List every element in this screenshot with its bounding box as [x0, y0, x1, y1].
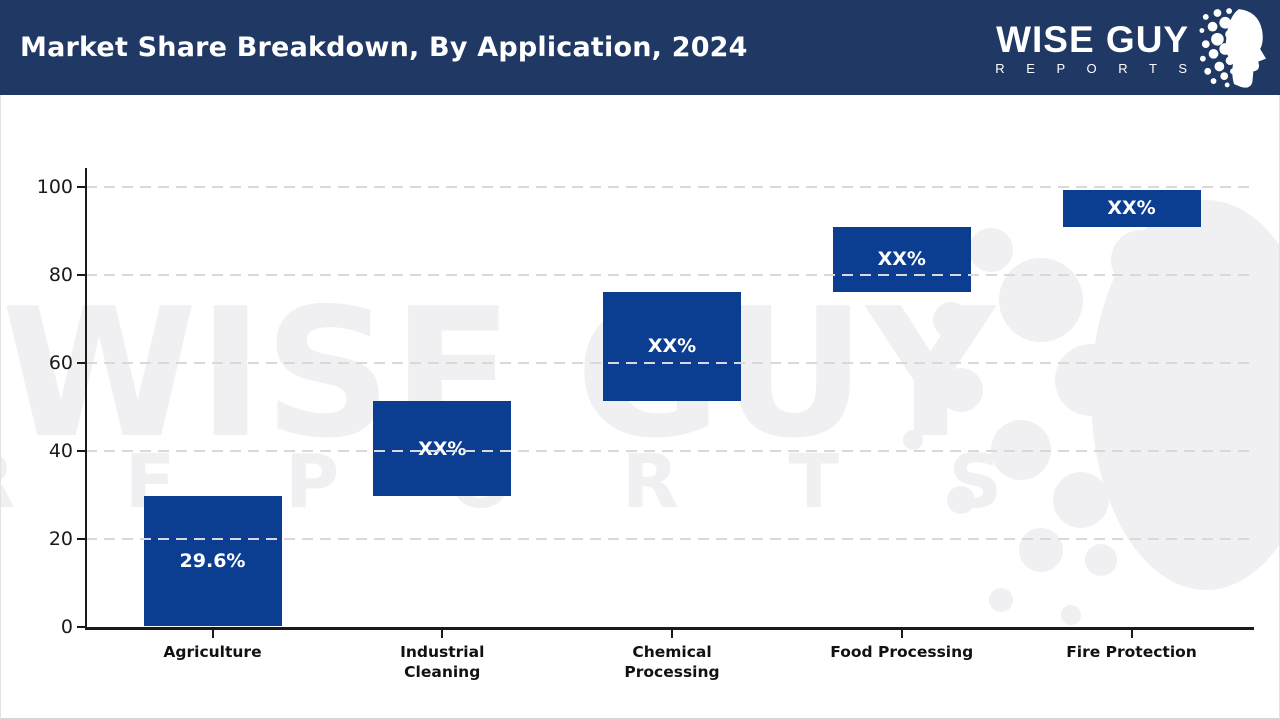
category-label: Chemical Processing — [624, 642, 720, 682]
page-title: Market Share Breakdown, By Application, … — [20, 32, 748, 63]
brand-subname: R E P O R T S — [995, 60, 1196, 76]
header-bar: Market Share Breakdown, By Application, … — [0, 0, 1280, 95]
bar: XX% — [1062, 189, 1201, 227]
y-axis-line — [85, 168, 87, 629]
brand-logo-text: WISE GUY R E P O R T S — [989, 21, 1196, 75]
y-tick-mark — [77, 185, 86, 188]
bar-value-label: XX% — [647, 335, 697, 358]
gridline — [86, 185, 1254, 188]
bar-value-label: 29.6% — [179, 550, 246, 573]
bar: XX% — [832, 226, 971, 292]
y-tick-label: 20 — [48, 527, 73, 550]
bar: 29.6% — [143, 496, 282, 627]
gridline — [86, 361, 1254, 364]
bar: XX% — [603, 291, 741, 401]
x-tick-mark — [211, 629, 214, 638]
brand-logo: WISE GUY R E P O R T S — [989, 5, 1266, 91]
bar-value-label: XX% — [418, 438, 466, 460]
brand-name: WISE GUY — [996, 18, 1190, 60]
x-tick-mark — [1130, 629, 1133, 638]
x-axis-line — [85, 626, 1254, 630]
y-tick-mark — [77, 273, 86, 276]
gridline — [86, 273, 1254, 276]
gridline — [86, 537, 1254, 540]
y-tick-label: 100 — [36, 175, 73, 198]
y-tick-mark — [77, 625, 86, 628]
category-label: Fire Protection — [1066, 642, 1197, 661]
category-label: Food Processing — [830, 642, 974, 661]
y-tick-mark — [77, 537, 86, 540]
y-tick-label: 80 — [48, 263, 73, 286]
y-tick-mark — [77, 361, 86, 364]
y-tick-label: 40 — [48, 439, 73, 462]
category-label: Industrial Cleaning — [400, 642, 485, 682]
gridline — [86, 449, 1254, 452]
y-tick-label: 0 — [60, 615, 73, 638]
logo-face-icon — [1199, 7, 1266, 88]
y-tick-label: 60 — [48, 351, 73, 374]
x-tick-mark — [900, 629, 903, 638]
bar-value-label: XX% — [1107, 197, 1156, 220]
category-label: Agriculture — [163, 642, 262, 661]
chart-canvas: WISE GUY R E P O R T S 29.6%XX%XX%XX%XX%… — [0, 95, 1280, 720]
bar: XX% — [373, 401, 512, 497]
bar-value-label: XX% — [877, 248, 926, 271]
x-tick-mark — [441, 629, 444, 638]
x-tick-mark — [671, 629, 673, 638]
y-tick-mark — [77, 449, 86, 452]
